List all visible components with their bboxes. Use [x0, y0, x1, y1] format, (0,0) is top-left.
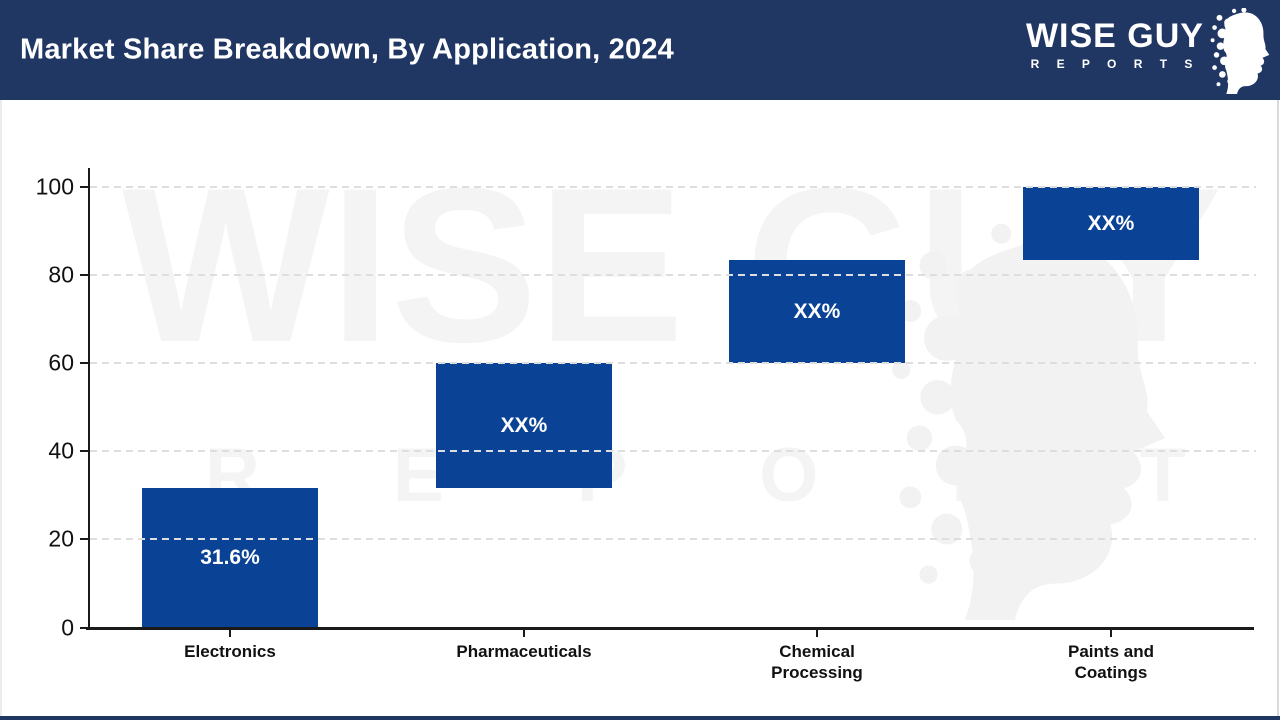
category-label: Paints and Coatings	[1068, 642, 1154, 683]
logo-head-icon	[1210, 8, 1270, 94]
category-label: Electronics	[184, 642, 276, 661]
bar-value-label: XX%	[500, 413, 548, 437]
right-edge-line	[1277, 100, 1279, 716]
y-tick-label: 40	[48, 437, 74, 464]
x-tick-chemical	[816, 630, 818, 637]
x-tick-pharmaceuticals	[523, 630, 525, 637]
y-tick-label: 60	[48, 349, 74, 376]
bar-pharmaceuticals: XX%	[436, 363, 612, 488]
y-tick-80	[80, 274, 88, 276]
bar-value-label: XX%	[793, 299, 841, 323]
y-tick-label: 20	[48, 525, 74, 552]
gridline-20	[90, 538, 1256, 540]
page-title: Market Share Breakdown, By Application, …	[20, 33, 674, 66]
logo-wordmark-line1: WISE GUY	[1025, 17, 1204, 55]
gridline-100	[90, 186, 1256, 188]
wise-guy-logo: WISE GUY R E P O R T S	[1022, 0, 1272, 100]
category-label: Chemical Processing	[771, 642, 863, 683]
gridline-80	[90, 274, 1256, 276]
y-tick-20	[80, 538, 88, 540]
bar-value-label: 31.6%	[200, 545, 260, 569]
bar-chemical-processing: XX%	[729, 260, 905, 363]
y-tick-label: 100	[35, 173, 74, 200]
header-bar: Market Share Breakdown, By Application, …	[0, 0, 1280, 100]
gridline-40	[90, 450, 1256, 452]
logo-wordmark-line2: R E P O R T S	[1030, 57, 1200, 72]
y-tick-label: 0	[61, 614, 74, 641]
y-tick-0	[80, 627, 88, 629]
y-axis-line	[88, 168, 90, 630]
left-edge-line	[0, 100, 2, 716]
y-tick-label: 80	[48, 261, 74, 288]
y-tick-100	[80, 186, 88, 188]
x-axis-line	[86, 627, 1254, 630]
gridline-60	[90, 362, 1256, 364]
bar-paints-and-coatings: XX%	[1023, 187, 1199, 260]
chart-area: WISE GUY R E P O R T S	[0, 100, 1280, 716]
bar-electronics: 31.6%	[142, 488, 318, 627]
y-tick-60	[80, 362, 88, 364]
y-tick-40	[80, 450, 88, 452]
category-label: Pharmaceuticals	[456, 642, 592, 661]
x-tick-paints	[1110, 630, 1112, 637]
x-tick-electronics	[229, 630, 231, 637]
bar-value-label: XX%	[1087, 211, 1135, 235]
footer-strip	[0, 716, 1280, 720]
logo-wordmark: WISE GUY R E P O R T S	[1025, 17, 1204, 72]
watermark-head-icon	[892, 220, 1165, 620]
